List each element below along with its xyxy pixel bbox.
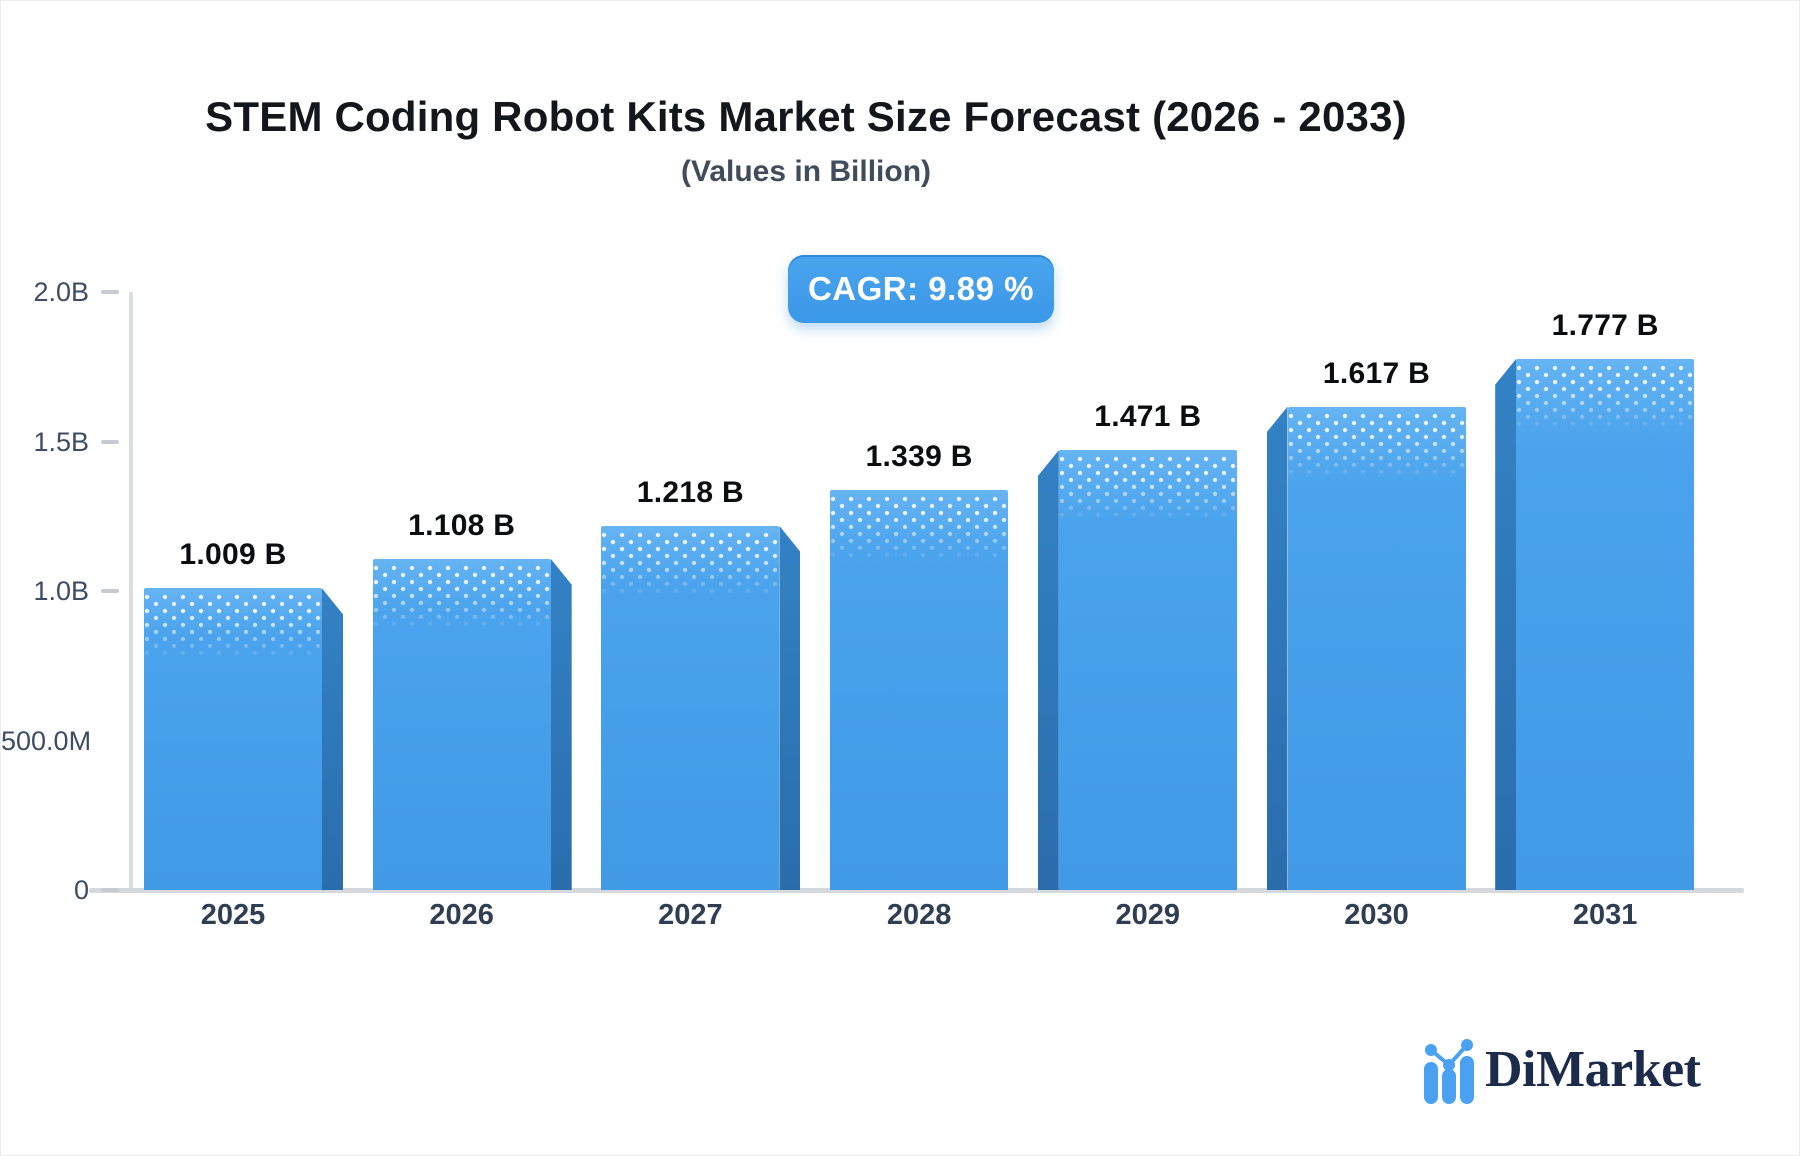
bar-2029 — [1058, 450, 1237, 890]
x-axis-label: 2025 — [200, 899, 266, 931]
y-axis-tick-label: 0 — [73, 875, 89, 905]
brand-name: DiMarket — [1485, 1041, 1701, 1098]
x-axis-line — [89, 888, 1744, 893]
brand-logo: DiMarket — [1421, 1039, 1701, 1109]
bar-chart-logo-icon — [1424, 1039, 1474, 1104]
cagr-badge: CAGR: 9.89 % — [788, 255, 1054, 323]
bar-side-3d — [1495, 358, 1517, 890]
bar-side-3d — [1037, 450, 1059, 890]
bar-value-label: 1.009 B — [179, 538, 287, 572]
bar-value-label: 1.777 B — [1551, 308, 1659, 342]
x-axis-label: 2030 — [1344, 899, 1409, 931]
y-axis-line — [129, 292, 133, 890]
bar-side-3d — [550, 558, 572, 890]
bar-2028 — [830, 489, 1009, 890]
y-axis-tick-dash — [101, 888, 119, 892]
bar-2026 — [372, 558, 551, 890]
y-axis-tick-label: 1.0B — [33, 576, 89, 606]
x-axis-label: 2029 — [1115, 899, 1181, 931]
bar-side-3d — [779, 525, 801, 890]
y-axis-tick-dash — [101, 290, 119, 294]
bar-value-label: 1.218 B — [636, 475, 744, 509]
bar-2030 — [1287, 406, 1466, 890]
plot-area: 1.009 B 1.108 B 1.218 B 1.339 B 1.471 B 1.617… — [131, 292, 1744, 890]
x-axis-label: 2026 — [429, 899, 494, 931]
chart-header: STEM Coding Robot Kits Market Size Forec… — [1, 1, 1611, 189]
chart-subtitle: (Values in Billion) — [680, 155, 932, 188]
bar-value-label: 1.471 B — [1094, 400, 1202, 434]
x-axis-label: 2031 — [1572, 899, 1638, 931]
bar-value-label: 1.339 B — [865, 439, 973, 473]
bar-2025 — [144, 588, 322, 890]
chart-title: STEM Coding Robot Kits Market Size Forec… — [205, 93, 1407, 140]
bar-2031 — [1516, 358, 1695, 890]
bar-side-3d — [1266, 406, 1288, 890]
bar-2027 — [601, 525, 780, 890]
bar-value-label: 1.617 B — [1322, 356, 1431, 390]
x-axis-label: 2027 — [658, 899, 723, 931]
y-axis-tick-label: 1.5B — [33, 426, 89, 457]
y-axis-tick-dash — [101, 589, 119, 593]
y-axis-tick-dash — [101, 439, 119, 444]
bar-value-label: 1.108 B — [408, 508, 516, 542]
x-axis-label: 2028 — [886, 899, 952, 931]
y-axis-tick-label: 500.0M — [1, 725, 92, 756]
bar-side-3d — [322, 588, 343, 890]
y-axis-tick-label: 2.0B — [33, 277, 89, 307]
